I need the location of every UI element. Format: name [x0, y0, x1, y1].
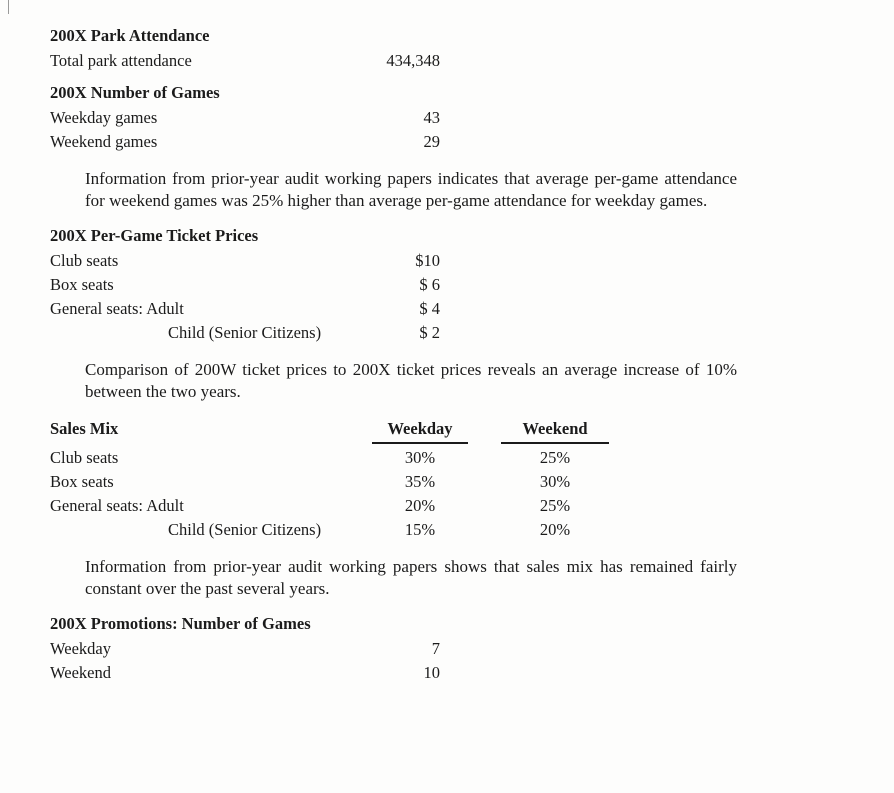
section-heading: 200X Promotions: Number of Games: [50, 614, 311, 633]
table-row: General seats: Adult 20% 25%: [50, 494, 894, 518]
row-label: Club seats: [50, 251, 119, 270]
row-value: 7: [431, 639, 440, 658]
row-label: Box seats: [50, 472, 114, 491]
cell-weekend: 30%: [539, 472, 571, 491]
note-attendance-paragraph: Information from prior-year audit workin…: [85, 169, 737, 210]
section-ticket-prices: 200X Per-Game Ticket Prices Club seats $…: [50, 226, 894, 345]
row-label: Child (Senior Citizens): [168, 520, 322, 539]
section-number-of-games: 200X Number of Games Weekday games 43 We…: [50, 83, 894, 154]
table-row: Weekend games 29: [50, 130, 894, 154]
row-value: 29: [423, 132, 441, 151]
row-value: $ 2: [419, 323, 440, 342]
table-row: Weekday games 43: [50, 106, 894, 130]
table-row: Weekend 10: [50, 661, 894, 685]
table-row: Box seats 35% 30%: [50, 470, 894, 494]
table-row: Child (Senior Citizens) 15% 20%: [50, 518, 894, 542]
row-label: Weekend games: [50, 132, 158, 151]
table-row: Total park attendance 434,348: [50, 49, 894, 73]
section-promotions: 200X Promotions: Number of Games Weekday…: [50, 614, 894, 685]
section-park-attendance: 200X Park Attendance Total park attendan…: [50, 26, 894, 73]
row-value: $ 4: [419, 299, 440, 318]
table-row: General seats: Adult $ 4: [50, 297, 894, 321]
cell-weekday: 35%: [404, 472, 436, 491]
cell-weekend: 25%: [539, 496, 571, 515]
row-label: Total park attendance: [50, 51, 192, 70]
scan-artifact: [8, 0, 9, 14]
row-label: Weekend: [50, 663, 111, 682]
row-label: Weekday games: [50, 108, 158, 127]
row-value: 434,348: [386, 51, 440, 70]
sales-mix-body: Club seats 30% 25% Box seats 35% 30% Gen…: [50, 446, 894, 542]
sales-mix-header-row: Sales Mix Weekday Weekend: [50, 417, 894, 444]
column-header-weekday: Weekday: [350, 417, 490, 444]
column-header-weekend: Weekend: [490, 417, 620, 444]
row-label: General seats: Adult: [50, 299, 184, 318]
sales-mix-title: Sales Mix: [50, 419, 119, 438]
table-row: Club seats $10: [50, 249, 894, 273]
section-heading: 200X Per-Game Ticket Prices: [50, 226, 259, 245]
row-label: Weekday: [50, 639, 111, 658]
table-row: Child (Senior Citizens) $ 2: [50, 321, 894, 345]
row-value: $ 6: [419, 275, 440, 294]
note-prices-paragraph: Comparison of 200W ticket prices to 200X…: [85, 360, 737, 401]
table-row: Box seats $ 6: [50, 273, 894, 297]
row-value: 10: [423, 663, 441, 682]
row-label: Child (Senior Citizens): [168, 323, 322, 342]
cell-weekday: 15%: [404, 520, 436, 539]
section-heading: 200X Number of Games: [50, 83, 220, 102]
cell-weekend: 25%: [539, 448, 571, 467]
table-row: Weekday 7: [50, 637, 894, 661]
cell-weekday: 30%: [404, 448, 436, 467]
row-label: Box seats: [50, 275, 114, 294]
cell-weekday: 20%: [404, 496, 436, 515]
row-value: $10: [415, 251, 440, 270]
row-value: 43: [423, 108, 441, 127]
cell-weekend: 20%: [539, 520, 571, 539]
row-label: Club seats: [50, 448, 119, 467]
section-sales-mix: Sales Mix Weekday Weekend Club seats 30%…: [50, 417, 894, 542]
row-label: General seats: Adult: [50, 496, 184, 515]
table-row: Club seats 30% 25%: [50, 446, 894, 470]
note-sales-mix-paragraph: Information from prior-year audit workin…: [85, 557, 737, 598]
section-heading: 200X Park Attendance: [50, 26, 210, 45]
